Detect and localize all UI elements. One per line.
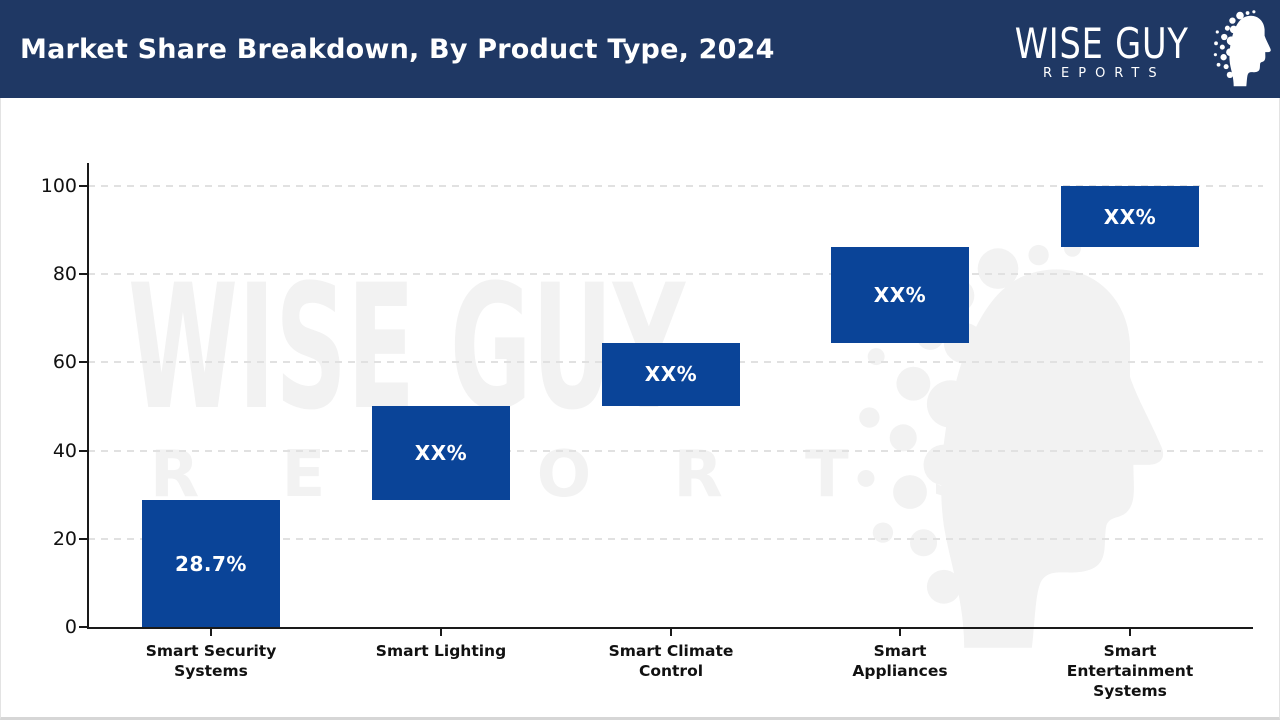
category-label-4: Smart Entertainment Systems [1066,642,1194,700]
watermark-wordmark: WISE GUY [128,247,686,448]
category-label-2: Smart Climate Control [608,642,734,680]
y-tickmark-40 [79,449,87,452]
y-tickmark-60 [79,361,87,364]
logo-wordmark: WISE GUY [1014,19,1189,68]
header-bar: Market Share Breakdown, By Product Type,… [0,0,1280,98]
y-tick-label-80: 80 [52,263,77,286]
page-title: Market Share Breakdown, By Product Type,… [20,33,775,65]
gridline-y-20 [88,537,1263,540]
y-tick-label-40: 40 [52,439,77,462]
x-tickmark-1 [440,629,442,636]
y-axis-line [87,163,89,629]
y-tick-label-20: 20 [52,527,77,550]
bar-1: XX% [372,405,510,501]
y-tickmark-100 [79,185,87,187]
wise-guy-reports-logo: WISE GUY REPORTS [1014,0,1272,98]
bar-value-label: XX% [414,441,468,466]
gridline-y-40 [88,449,1263,452]
gridline-y-100 [88,185,1263,187]
x-tickmark-3 [899,629,901,636]
gridline-y-80 [88,273,1263,276]
y-tickmark-0 [79,626,87,628]
bar-4: XX% [1061,186,1199,248]
x-tickmark-2 [670,629,672,636]
y-tick-label-60: 60 [52,351,77,374]
bar-value-label: 28.7% [175,551,247,576]
bar-0: 28.7% [142,500,280,627]
x-axis-line [87,627,1253,629]
bar-2: XX% [602,342,740,406]
bar-3: XX% [831,247,969,343]
bar-value-label: XX% [1103,204,1157,229]
y-tickmark-80 [79,273,87,276]
y-tick-label-0: 0 [64,616,77,638]
x-tickmark-4 [1129,629,1131,636]
x-tickmark-0 [210,629,212,636]
category-label-3: Smart Appliances [852,642,948,680]
logo-subtitle: REPORTS [1042,66,1166,81]
category-label-0: Smart Security Systems [145,642,277,680]
bar-value-label: XX% [873,282,927,307]
category-label-1: Smart Lighting [375,642,507,660]
y-tickmark-20 [79,537,87,540]
logo-text: WISE GUY REPORTS [993,19,1210,82]
y-tick-label-100: 100 [40,175,77,197]
bar-value-label: XX% [644,362,698,387]
